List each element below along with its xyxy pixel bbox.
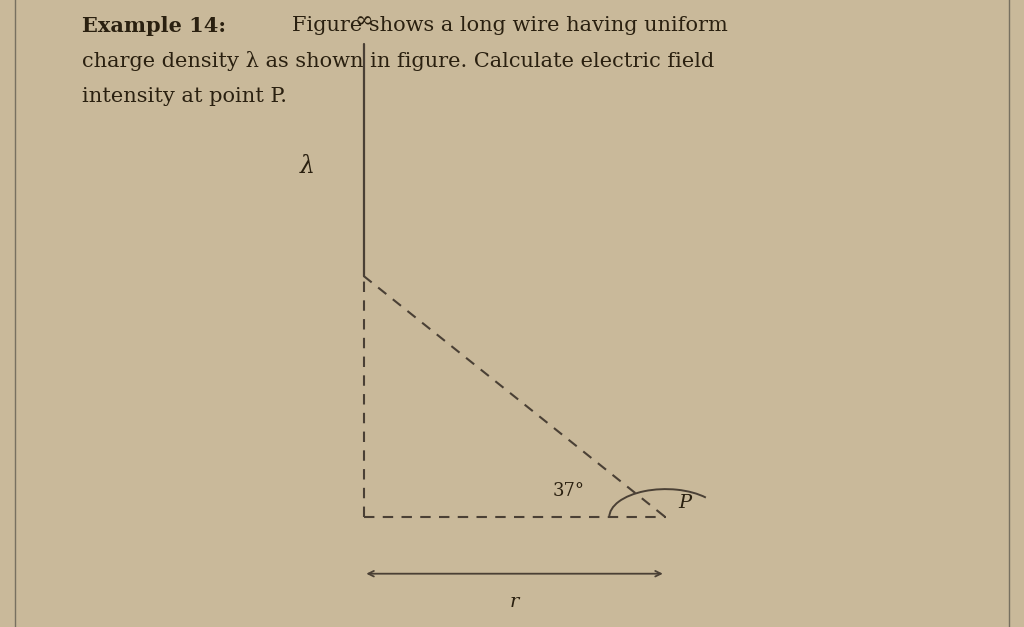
Text: P: P [678,494,691,512]
Text: r: r [510,593,519,611]
Text: 37°: 37° [552,482,585,500]
Text: intensity at point P.: intensity at point P. [82,87,287,106]
Text: Figure shows a long wire having uniform: Figure shows a long wire having uniform [292,16,728,34]
Text: ∞: ∞ [354,11,373,33]
Text: λ: λ [300,155,314,177]
Text: charge density λ as shown in figure. Calculate electric field: charge density λ as shown in figure. Cal… [82,51,714,71]
Text: Example 14:: Example 14: [82,16,226,36]
